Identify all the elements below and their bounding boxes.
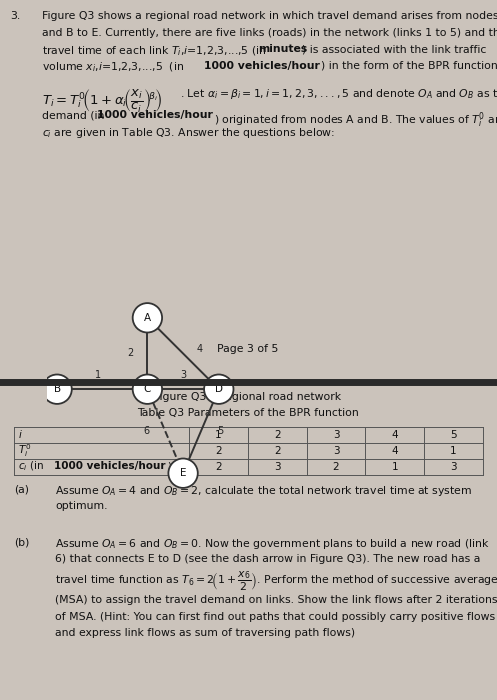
Text: C: C — [144, 384, 151, 394]
Circle shape — [204, 374, 234, 404]
Text: 2: 2 — [215, 445, 222, 456]
Text: 4: 4 — [197, 344, 203, 354]
Circle shape — [133, 374, 162, 404]
Text: 3: 3 — [332, 445, 339, 456]
Text: 4: 4 — [392, 445, 398, 456]
Text: ) is associated with the link traffic: ) is associated with the link traffic — [302, 44, 487, 54]
Text: 2: 2 — [332, 461, 339, 472]
Text: Figure Q3 shows a regional road network in which travel demand arises from nodes: Figure Q3 shows a regional road network … — [42, 11, 497, 21]
Text: 5: 5 — [217, 426, 223, 436]
Text: (b): (b) — [14, 538, 29, 547]
Text: 6: 6 — [143, 426, 150, 436]
Text: $c_i$ are given in Table Q3. Answer the questions below:: $c_i$ are given in Table Q3. Answer the … — [42, 127, 335, 141]
Text: ) originated from nodes A and B. The values of $T_i^0$ and: ) originated from nodes A and B. The val… — [214, 110, 497, 130]
Text: 3.: 3. — [10, 11, 20, 21]
Text: E: E — [180, 468, 186, 478]
Text: A: A — [144, 313, 151, 323]
Text: 1000 vehicles/hour: 1000 vehicles/hour — [54, 461, 166, 472]
Text: 3: 3 — [332, 430, 339, 440]
Text: 1000 vehicles/hour: 1000 vehicles/hour — [97, 110, 213, 120]
Text: optimum.: optimum. — [55, 501, 107, 511]
Text: 1: 1 — [392, 461, 398, 472]
Circle shape — [168, 458, 198, 488]
Text: Figure Q3 A regional road network: Figure Q3 A regional road network — [155, 391, 341, 402]
Text: $c_i$ (in: $c_i$ (in — [18, 460, 45, 473]
Text: 1: 1 — [95, 370, 101, 379]
Text: 5: 5 — [450, 430, 457, 440]
Text: 3: 3 — [274, 461, 280, 472]
Text: $i$: $i$ — [18, 428, 23, 440]
Text: and B to E. Currently, there are five links (roads) in the network (links 1 to 5: and B to E. Currently, there are five li… — [42, 27, 497, 38]
Text: travel time of each link $T_i$,$i$=1,2,3,...,5 (in: travel time of each link $T_i$,$i$=1,2,3… — [42, 44, 267, 57]
Text: $T_i=T_i^0\!\left(1+\alpha_i\!\left(\dfrac{x_i}{c_i}\right)^{\!\beta_i}\!\right): $T_i=T_i^0\!\left(1+\alpha_i\!\left(\dfr… — [42, 87, 163, 114]
Text: minutes: minutes — [258, 44, 307, 54]
Text: 3: 3 — [180, 370, 186, 379]
Circle shape — [133, 303, 162, 332]
Text: ) in the form of the BPR function:: ) in the form of the BPR function: — [321, 60, 497, 71]
Text: 1: 1 — [450, 445, 457, 456]
Text: $T_i^0$: $T_i^0$ — [18, 442, 31, 459]
Text: 1: 1 — [215, 430, 222, 440]
Text: of MSA. (Hint: You can first find out paths that could possibly carry positive f: of MSA. (Hint: You can first find out pa… — [55, 612, 495, 622]
Text: Assume $O_A=6$ and $O_B=0$. Now the government plans to build a new road (link: Assume $O_A=6$ and $O_B=0$. Now the gove… — [55, 538, 490, 552]
Text: and express link flows as sum of traversing path flows): and express link flows as sum of travers… — [55, 628, 355, 638]
Text: . Let $\alpha_i=\beta_i=1,i=1,2,3,...,5$ and denote $O_A$ and $O_B$ as the trave: . Let $\alpha_i=\beta_i=1,i=1,2,3,...,5$… — [180, 87, 497, 101]
Text: 1000 vehicles/hour: 1000 vehicles/hour — [204, 60, 320, 71]
Text: Page 3 of 5: Page 3 of 5 — [217, 344, 279, 354]
Text: D: D — [215, 384, 223, 394]
Text: ): ) — [167, 461, 171, 472]
Text: 3: 3 — [450, 461, 457, 472]
Text: (a): (a) — [14, 484, 29, 494]
Text: B: B — [54, 384, 61, 394]
Text: volume $x_i$,$i$=1,2,3,...,5  (in: volume $x_i$,$i$=1,2,3,...,5 (in — [42, 60, 185, 74]
Text: Assume $O_A=4$ and $O_B=2$, calculate the total network travel time at system: Assume $O_A=4$ and $O_B=2$, calculate th… — [55, 484, 472, 498]
Text: 2: 2 — [274, 430, 280, 440]
Text: Table Q3 Parameters of the BPR function: Table Q3 Parameters of the BPR function — [137, 408, 359, 418]
Text: 2: 2 — [215, 461, 222, 472]
Text: 4: 4 — [392, 430, 398, 440]
Circle shape — [42, 374, 72, 404]
Text: travel time function as $T_6=2\!\left(1+\dfrac{x_6}{2}\right)$. Perform the meth: travel time function as $T_6=2\!\left(1+… — [55, 570, 497, 594]
Text: (MSA) to assign the travel demand on links. Show the link flows after 2 iteratio: (MSA) to assign the travel demand on lin… — [55, 595, 497, 605]
Text: 2: 2 — [127, 349, 134, 358]
Text: 2: 2 — [274, 445, 280, 456]
Text: 6) that connects E to D (see the dash arrow in Figure Q3). The new road has a: 6) that connects E to D (see the dash ar… — [55, 554, 481, 564]
Text: demand (in: demand (in — [42, 110, 108, 120]
